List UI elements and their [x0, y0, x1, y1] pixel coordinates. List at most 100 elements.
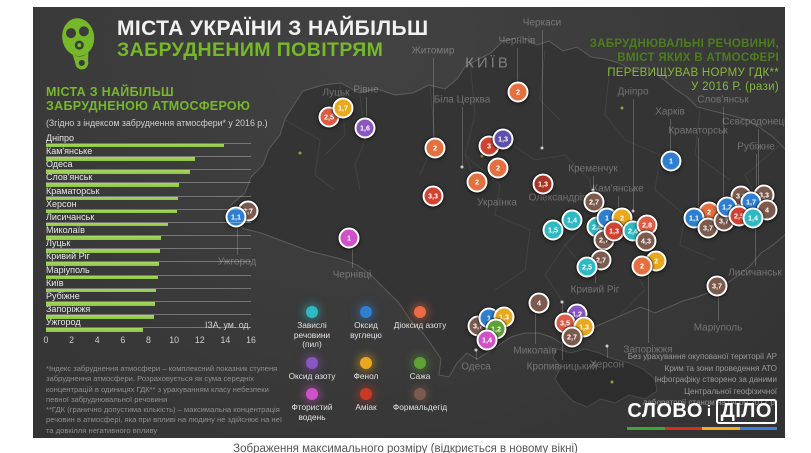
bar-track [46, 182, 251, 184]
leader-dot [591, 188, 595, 192]
legend-item: Оксид вуглецю [339, 306, 393, 350]
bar-city-label: Миколаїв [46, 225, 85, 236]
bar-chart: Дніпро Кам'янське Одеса Слов'янськ Краматорс… [46, 133, 286, 332]
map-city-label: Біла Церква [433, 94, 491, 106]
legend-dot [414, 388, 426, 401]
bar-track [46, 261, 251, 263]
slovoidilo-logo: СЛОВО і ДІЛО [627, 399, 777, 430]
map-marker: 1,4 [476, 329, 498, 351]
legend-dot [360, 388, 372, 401]
bar-value [46, 275, 158, 280]
axis-tick: 4 [94, 334, 100, 345]
leader-line [462, 107, 463, 167]
bar-track [46, 248, 251, 250]
map-marker: 1,4 [742, 207, 764, 229]
bar-value [46, 315, 154, 319]
map-legend-title: ЗАБРУДНЮВАЛЬНІ РЕЧОВИНИ, ВМІСТ ЯКИХ В АТ… [590, 37, 779, 95]
bar-row: Херсон [46, 199, 286, 214]
bar-track [46, 155, 251, 157]
legend-dot [414, 356, 426, 369]
leader-line [648, 269, 649, 343]
map-legend-title-line2: ВМІСТ ЯКИХ В АТМОСФЕРІ [617, 52, 779, 65]
logo-word-2: і [706, 403, 712, 420]
map-city-label: Українка [477, 197, 517, 209]
legend-item: Оксид азоту [285, 356, 339, 382]
bar-track [46, 301, 251, 302]
bar-city-label: Кам'янське [46, 145, 93, 156]
leader-dot [605, 344, 609, 348]
map-city-label: Запоріжжя [623, 344, 673, 356]
map-marker: 3,3 [422, 185, 444, 207]
bar-city-label: Слов'янськ [46, 172, 93, 183]
legend-label: Оксид вуглецю [350, 320, 382, 340]
legend-label: Завислі речовини (пил) [293, 320, 331, 350]
bar-value [46, 222, 168, 227]
infographic-image[interactable]: МІСТА УКРАЇНИ З НАЙБІЛЬШ ЗАБРУДНЕНИМ ПОВ… [33, 7, 785, 438]
gas-mask-icon [62, 18, 95, 70]
legend-label: Формальдегід [392, 402, 448, 413]
full-size-image-link[interactable]: Зображення максимального розміру (відкри… [233, 443, 578, 453]
bar-city-label: Лисичанськ [46, 211, 95, 222]
logo-underline-segment [739, 427, 777, 430]
logo-underline-segment [702, 427, 740, 430]
leader-line [698, 138, 699, 220]
map-marker: 1,3 [492, 128, 514, 150]
legend-dot [414, 306, 426, 318]
map-city-label: Кам'янське [592, 183, 644, 195]
map-marker: 1 [338, 227, 360, 249]
bar-row: Маріуполь [46, 265, 286, 280]
leader-line [633, 99, 634, 211]
map-marker: 4,3 [635, 230, 657, 252]
map-city-label: Луцьк [322, 87, 350, 99]
map-town-dot [620, 106, 624, 110]
footnote-1: *Індекс забруднення атмосфери – комплекс… [46, 364, 278, 404]
legend-label: Фенол [353, 370, 379, 381]
map-city-label: Дніпро [617, 86, 649, 98]
bar-track [46, 287, 251, 289]
crimea-outline [552, 348, 658, 408]
pollutant-legend: Завислі речовини (пил) Оксид вуглецю Діокс… [285, 306, 447, 422]
bar-city-label: Одеса [46, 159, 73, 170]
chart-title-line2: ЗАБРУДНЕНОЮ АТМОСФЕРОЮ [46, 99, 251, 114]
footnote-2: **ГДК (гранично допустима кількість) – м… [46, 405, 282, 435]
legend-item: Фтористий водень [285, 388, 339, 422]
title-line2: ЗАБРУДНЕНИМ ПОВІТРЯМ [117, 39, 384, 62]
map-city-label: Одеса [461, 361, 491, 373]
map-marker: 3,7 [706, 275, 728, 297]
logo-underline-segment [627, 427, 665, 430]
map-city-label: Рубіжне [737, 141, 775, 153]
map-marker: 2 [507, 81, 529, 103]
map-city-label: Рівне [353, 84, 379, 96]
leader-dot [474, 348, 478, 352]
map-marker: 2,7 [583, 191, 605, 213]
bar-row: Луцьк [46, 239, 286, 253]
bar-value [46, 288, 157, 293]
bar-row: Київ [46, 278, 286, 293]
source-note-line: Без урахування окупованої території АР [627, 352, 777, 361]
leader-line [758, 129, 759, 195]
bar-track [46, 169, 251, 171]
map-city-label: Кривий Ріг [570, 284, 620, 296]
bar-city-label: Ужгород [46, 317, 81, 328]
bar-value [46, 236, 162, 240]
bar-row: Дніпро [46, 133, 286, 148]
logo-underline-segment [664, 427, 703, 430]
bar-row: Рубіжне [46, 292, 286, 306]
map-legend-title-line4: У 2016 Р. (рази) [691, 81, 779, 94]
leader-line [670, 119, 671, 157]
leader-line [595, 269, 596, 283]
map-marker: 2,5 [576, 256, 598, 278]
map-town-dot [610, 380, 614, 384]
map-marker: 1,1 [225, 206, 247, 228]
legend-item: Сажа [393, 356, 447, 382]
map-marker: 4 [528, 292, 550, 314]
map-marker: 1 [660, 150, 682, 172]
legend-item: Завислі речовини (пил) [285, 306, 339, 350]
map-city-label: Чернівці [332, 269, 372, 281]
map-marker: 1,3 [603, 220, 625, 242]
axis-tick: 10 [169, 334, 180, 345]
bar-track [46, 274, 251, 276]
bar-chart-panel: МІСТА З НАЙБІЛЬШ ЗАБРУДНЕНОЮ АТМОСФЕРОЮ … [44, 85, 286, 347]
bar-city-label: Краматорськ [46, 185, 100, 196]
map-marker: 2 [424, 137, 446, 159]
